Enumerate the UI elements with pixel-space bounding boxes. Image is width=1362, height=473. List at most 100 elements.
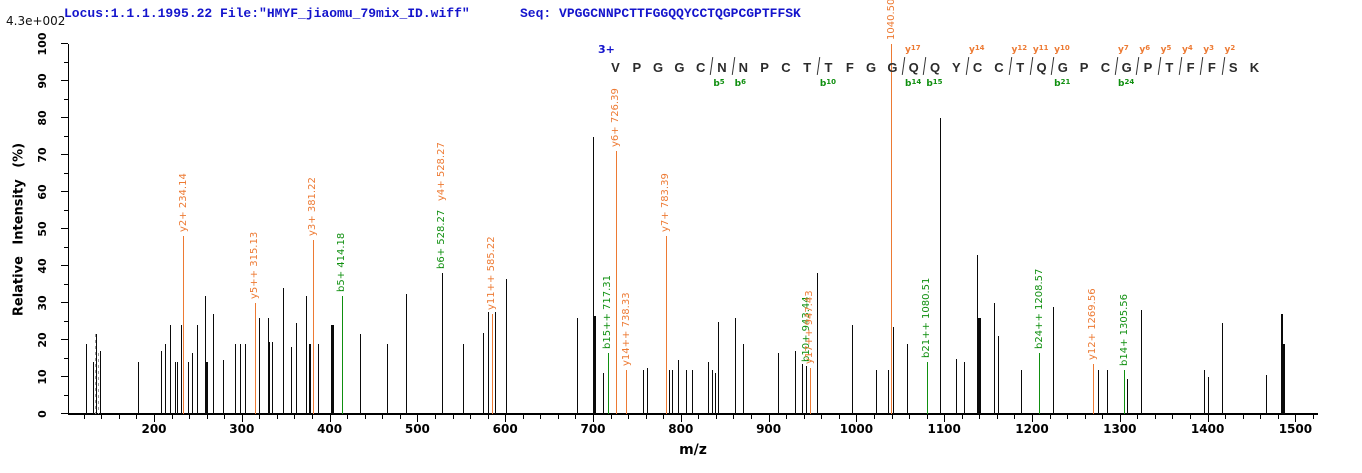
peak — [317, 343, 319, 414]
peak — [686, 369, 688, 414]
sequence-residue: P — [632, 60, 642, 75]
x-tick — [1102, 415, 1104, 419]
y-tick — [64, 98, 68, 100]
peak — [98, 352, 100, 414]
y-ion-label: y7 — [1118, 44, 1129, 55]
sequence-residue: T — [1016, 60, 1025, 75]
peak — [239, 343, 241, 414]
sequence-residue: P — [1079, 60, 1089, 75]
sequence-residue: C — [994, 60, 1004, 75]
ion-letter: b — [734, 79, 742, 89]
x-tick — [329, 415, 331, 422]
y-tick-label: 60 — [36, 184, 49, 200]
x-tick — [1084, 415, 1086, 419]
y-tick-label: 0 — [36, 410, 49, 418]
y-ion-label: y2 — [1225, 44, 1236, 55]
x-tick — [575, 415, 577, 419]
peak — [1281, 314, 1284, 414]
peak — [1126, 378, 1128, 414]
y-ion-label: y12 — [1012, 44, 1028, 55]
y-tick — [64, 135, 68, 137]
peak-label-text: b6+ 528.27 — [436, 210, 448, 270]
x-tick — [224, 415, 226, 419]
peak — [993, 303, 995, 414]
x-tick — [1277, 415, 1279, 419]
x-tick-label: 1200 — [1015, 422, 1049, 436]
x-tick — [786, 415, 788, 419]
peak — [306, 295, 308, 414]
peak — [85, 343, 87, 414]
x-tick — [136, 415, 138, 419]
peak — [205, 295, 207, 414]
peak-label-text: y7+ 783.39 — [660, 173, 672, 233]
peak — [926, 362, 928, 414]
ion-letter: b — [819, 79, 827, 89]
b-ion-label: b21 — [1054, 78, 1070, 89]
peak-label-text: y4+ 528.27 — [436, 142, 448, 202]
locus-file-text: Locus:1.1.1.1995.22 File:"HMYF_jiaomu_79… — [64, 6, 470, 21]
x-tick — [487, 415, 489, 419]
x-tick — [803, 415, 805, 419]
ion-number: 2 — [1230, 44, 1236, 52]
y-ion-label: y6 — [1139, 44, 1150, 55]
peak — [441, 273, 443, 414]
peak — [691, 369, 693, 414]
y-tick-label: 10 — [36, 369, 49, 385]
base-peak-intensity: 4.3e+002 — [6, 14, 66, 28]
sequence-residue: G — [887, 60, 898, 75]
peak — [482, 332, 484, 414]
sequence-residue: T — [1165, 60, 1174, 75]
ion-number: 3 — [1209, 44, 1214, 52]
x-tick — [522, 415, 524, 419]
y-tick — [64, 283, 68, 285]
y-ion-label: y10 — [1054, 44, 1070, 55]
peak — [387, 343, 389, 414]
ion-number: 15 — [932, 78, 943, 86]
sequence-header-prefix: Seq: — [520, 6, 560, 21]
peak — [463, 343, 465, 414]
sequence-residue: G — [1057, 60, 1068, 75]
peak — [164, 343, 166, 414]
x-tick — [470, 415, 472, 419]
ion-letter: b — [713, 79, 720, 89]
y-ion-label: y17 — [905, 44, 921, 55]
peak — [607, 352, 609, 414]
peak — [707, 362, 709, 414]
peak — [795, 351, 797, 414]
peak — [802, 364, 804, 414]
x-tick — [1032, 415, 1033, 422]
ion-letter: y — [1054, 45, 1061, 55]
peak — [742, 343, 744, 414]
peak — [197, 325, 199, 414]
sequence-charge: 3+ — [598, 43, 615, 56]
peak — [715, 373, 717, 414]
peak — [576, 317, 578, 414]
x-tick — [364, 415, 366, 419]
peak-label-text: b21++ 1080.51 — [921, 277, 933, 359]
x-axis-title: m/z — [679, 442, 707, 458]
x-tick-label: 300 — [229, 422, 255, 436]
x-tick — [768, 415, 770, 422]
peak — [92, 362, 94, 414]
y-tick — [61, 191, 68, 192]
peak-label-text: y3+ 381.22 — [307, 177, 319, 237]
y-tick — [61, 117, 68, 118]
sequence-residue: T — [803, 60, 812, 75]
peak — [677, 360, 679, 414]
x-tick — [944, 415, 946, 422]
x-tick — [434, 415, 436, 419]
peak — [267, 317, 269, 414]
x-tick — [1172, 415, 1174, 419]
y-ion-label: y5 — [1161, 44, 1172, 55]
peak-label-text: b14+ 1305.56 — [1118, 293, 1130, 366]
y-tick — [64, 394, 68, 396]
peak — [161, 351, 163, 414]
peak — [1222, 323, 1224, 414]
y-tick — [61, 43, 68, 44]
x-tick — [294, 415, 296, 419]
sequence-residue: C — [1100, 60, 1111, 75]
ion-letter: b — [905, 79, 912, 89]
ion-letter: y — [1011, 45, 1018, 55]
peak — [206, 362, 209, 414]
x-tick — [593, 415, 594, 422]
